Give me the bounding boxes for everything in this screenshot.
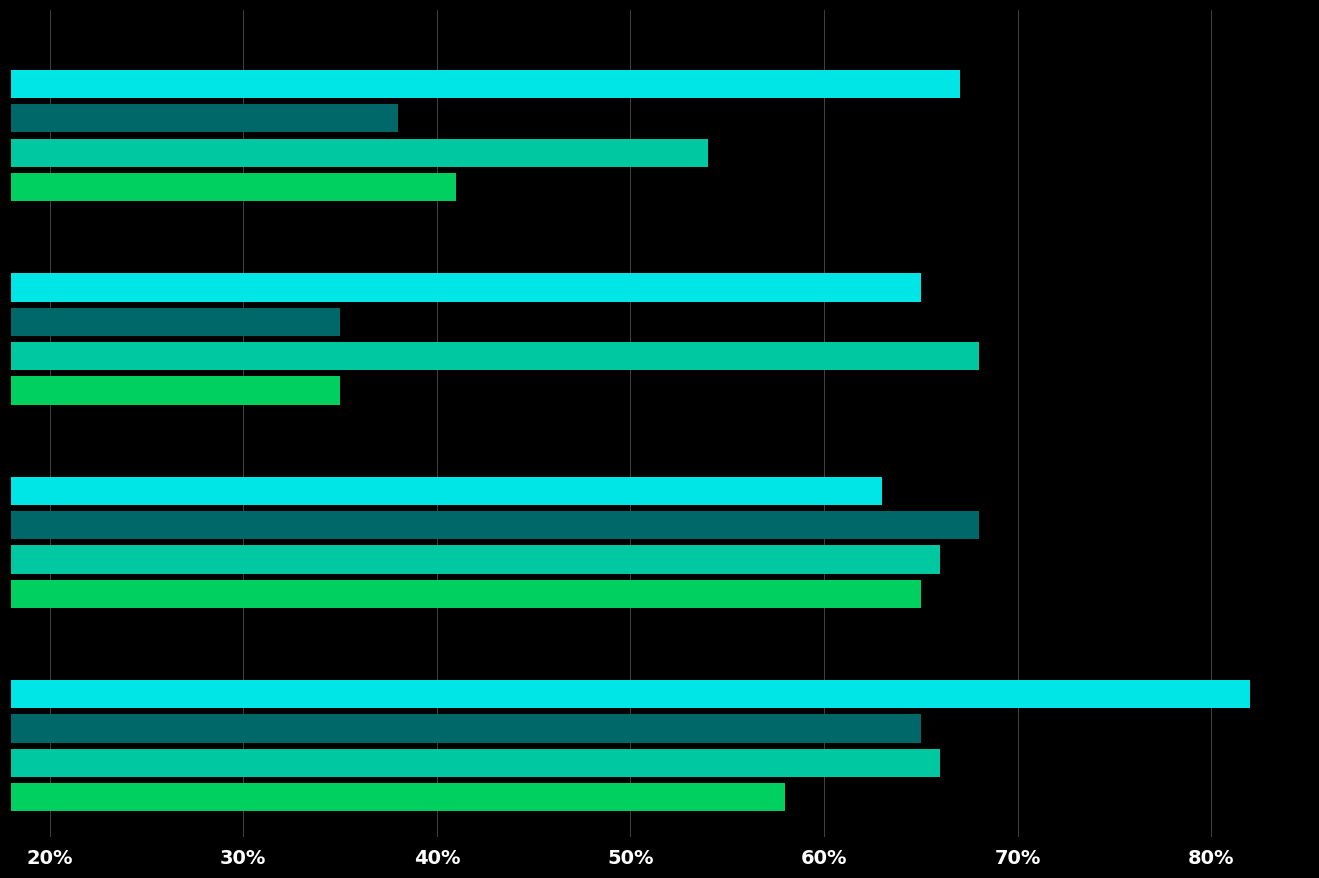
Bar	[0, 174, 456, 202]
Bar	[0, 274, 921, 302]
Bar	[0, 680, 1250, 709]
Bar	[0, 71, 959, 99]
Bar	[0, 715, 921, 743]
Bar	[0, 546, 940, 574]
Bar	[0, 580, 921, 608]
Bar	[0, 477, 882, 506]
Bar	[0, 105, 398, 133]
Bar	[0, 749, 940, 777]
Bar	[0, 308, 340, 336]
Bar	[0, 342, 979, 371]
Bar	[0, 377, 340, 405]
Bar	[0, 512, 979, 540]
Bar	[0, 783, 785, 811]
Bar	[0, 140, 708, 168]
